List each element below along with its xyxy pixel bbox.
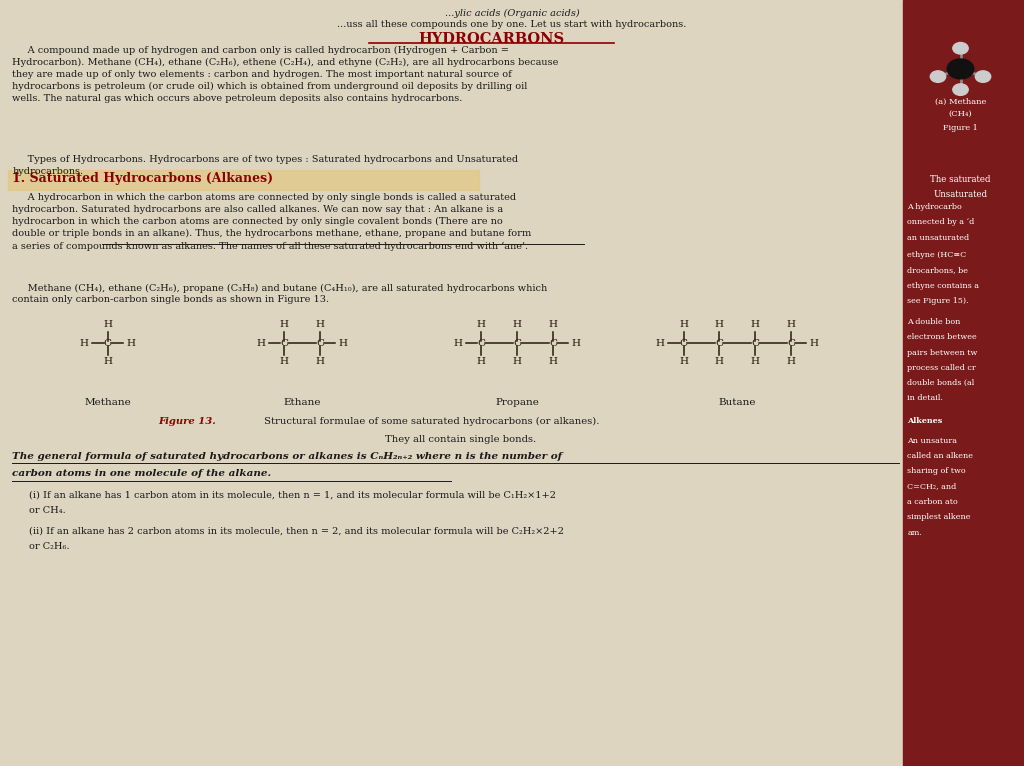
Text: or CH₄.: or CH₄. bbox=[29, 506, 66, 515]
Text: H: H bbox=[454, 339, 463, 348]
Text: H: H bbox=[315, 357, 325, 366]
Text: H: H bbox=[679, 357, 688, 366]
Text: H: H bbox=[751, 357, 760, 366]
Text: C=CH₂, and: C=CH₂, and bbox=[907, 483, 956, 490]
Text: H: H bbox=[786, 320, 796, 329]
Circle shape bbox=[947, 59, 974, 79]
Text: Butane: Butane bbox=[719, 398, 756, 408]
Bar bbox=[903, 0, 1024, 766]
Text: C: C bbox=[477, 339, 485, 348]
Text: H: H bbox=[513, 320, 521, 329]
Text: H: H bbox=[513, 357, 521, 366]
Text: C: C bbox=[716, 339, 723, 348]
Text: H: H bbox=[315, 320, 325, 329]
Text: HYDROCARBONS: HYDROCARBONS bbox=[419, 32, 564, 46]
Text: C: C bbox=[103, 339, 112, 348]
Text: A hydrocarbon in which the carbon atoms are connected by only single bonds is ca: A hydrocarbon in which the carbon atoms … bbox=[12, 193, 531, 250]
Text: see Figure 15).: see Figure 15). bbox=[907, 297, 969, 305]
Text: an unsaturated: an unsaturated bbox=[907, 234, 970, 241]
Text: ethyne contains a: ethyne contains a bbox=[907, 282, 979, 290]
Text: The general formula of saturated hydrocarbons or alkanes is CₙH₂ₙ₊₂ where n is t: The general formula of saturated hydroca… bbox=[12, 452, 562, 461]
Circle shape bbox=[976, 71, 991, 83]
Text: H: H bbox=[751, 320, 760, 329]
Text: H: H bbox=[280, 357, 289, 366]
Text: C: C bbox=[787, 339, 795, 348]
Text: ethyne (HC≡C: ethyne (HC≡C bbox=[907, 251, 967, 259]
Text: C: C bbox=[549, 339, 557, 348]
Text: ...uss all these compounds one by one. Let us start with hydrocarbons.: ...uss all these compounds one by one. L… bbox=[337, 20, 687, 29]
Text: H: H bbox=[571, 339, 581, 348]
Text: called an alkene: called an alkene bbox=[907, 452, 973, 460]
Text: 1. Saturated Hydrocarbons (Alkanes): 1. Saturated Hydrocarbons (Alkanes) bbox=[12, 172, 273, 185]
Text: An unsatura: An unsatura bbox=[907, 437, 957, 444]
Text: or C₂H₆.: or C₂H₆. bbox=[29, 542, 70, 552]
Text: Methane: Methane bbox=[84, 398, 131, 408]
Text: (ii) If an alkane has 2 carbon atoms in its molecule, then n = 2, and its molecu: (ii) If an alkane has 2 carbon atoms in … bbox=[29, 527, 563, 536]
Text: H: H bbox=[549, 357, 557, 366]
Text: C: C bbox=[316, 339, 324, 348]
Text: H: H bbox=[339, 339, 348, 348]
Text: H: H bbox=[655, 339, 665, 348]
Text: H: H bbox=[103, 320, 112, 329]
Circle shape bbox=[953, 43, 969, 54]
Text: electrons betwee: electrons betwee bbox=[907, 333, 977, 341]
Text: carbon atoms in one molecule of the alkane.: carbon atoms in one molecule of the alka… bbox=[12, 469, 271, 478]
Text: process called cr: process called cr bbox=[907, 364, 976, 372]
Text: C: C bbox=[513, 339, 521, 348]
Text: ...ylic acids (Organic acids): ...ylic acids (Organic acids) bbox=[444, 9, 580, 18]
Text: H: H bbox=[549, 320, 557, 329]
Text: H: H bbox=[80, 339, 89, 348]
Text: a carbon ato: a carbon ato bbox=[907, 498, 958, 506]
Text: in detail.: in detail. bbox=[907, 394, 943, 402]
Text: H: H bbox=[280, 320, 289, 329]
Circle shape bbox=[931, 71, 946, 83]
Text: H: H bbox=[810, 339, 819, 348]
Text: C: C bbox=[752, 339, 759, 348]
Text: Types of Hydrocarbons. Hydrocarbons are of two types : Saturated hydrocarbons an: Types of Hydrocarbons. Hydrocarbons are … bbox=[12, 155, 518, 175]
Text: The saturated: The saturated bbox=[930, 175, 991, 184]
Text: Structural formulae of some saturated hydrocarbons (or alkanes).: Structural formulae of some saturated hy… bbox=[261, 417, 599, 426]
Text: (a) Methane: (a) Methane bbox=[935, 98, 986, 106]
Text: onnected by a ‘d: onnected by a ‘d bbox=[907, 218, 975, 226]
Text: double bonds (al: double bonds (al bbox=[907, 379, 975, 387]
Bar bbox=[8, 170, 479, 190]
Text: Unsaturated: Unsaturated bbox=[934, 190, 987, 199]
Text: Alkenes: Alkenes bbox=[907, 417, 942, 425]
Text: Methane (CH₄), ethane (C₂H₆), propane (C₃H₈) and butane (C₄H₁₀), are all saturat: Methane (CH₄), ethane (C₂H₆), propane (C… bbox=[12, 283, 548, 305]
Text: pairs between tw: pairs between tw bbox=[907, 349, 978, 356]
Text: simplest alkene: simplest alkene bbox=[907, 513, 971, 521]
Text: H: H bbox=[715, 357, 724, 366]
Text: H: H bbox=[256, 339, 265, 348]
Text: H: H bbox=[477, 357, 485, 366]
Text: C: C bbox=[281, 339, 288, 348]
Text: A compound made up of hydrogen and carbon only is called hydrocarbon (Hydrogen +: A compound made up of hydrogen and carbo… bbox=[12, 46, 559, 103]
Text: Figure 13.: Figure 13. bbox=[159, 417, 216, 426]
Text: am.: am. bbox=[907, 529, 923, 536]
Text: H: H bbox=[126, 339, 135, 348]
Text: drocarbons, be: drocarbons, be bbox=[907, 267, 969, 274]
Text: H: H bbox=[477, 320, 485, 329]
Text: Figure 1: Figure 1 bbox=[943, 124, 978, 132]
Text: H: H bbox=[786, 357, 796, 366]
Text: Ethane: Ethane bbox=[284, 398, 321, 408]
Text: C: C bbox=[680, 339, 687, 348]
Text: sharing of two: sharing of two bbox=[907, 467, 966, 475]
Text: A double bon: A double bon bbox=[907, 318, 961, 326]
Text: H: H bbox=[715, 320, 724, 329]
Circle shape bbox=[953, 84, 969, 96]
Text: H: H bbox=[679, 320, 688, 329]
Text: H: H bbox=[103, 357, 112, 366]
Text: A hydrocarbo: A hydrocarbo bbox=[907, 203, 962, 211]
Text: They all contain single bonds.: They all contain single bonds. bbox=[385, 435, 537, 444]
Text: (i) If an alkane has 1 carbon atom in its molecule, then n = 1, and its molecula: (i) If an alkane has 1 carbon atom in it… bbox=[29, 490, 556, 499]
Text: Propane: Propane bbox=[496, 398, 539, 408]
Text: (CH₄): (CH₄) bbox=[948, 110, 973, 118]
